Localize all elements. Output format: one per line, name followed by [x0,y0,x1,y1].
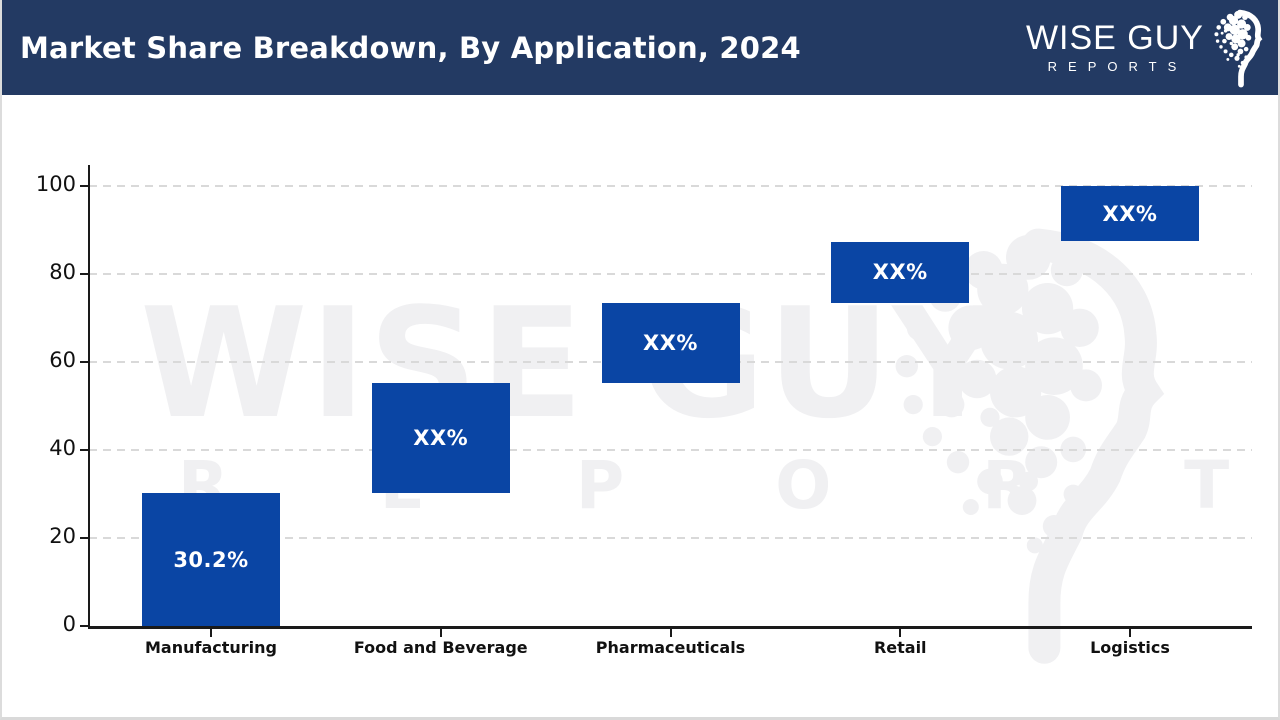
bar-food-and-beverage: XX% [371,382,510,494]
y-axis-line [88,165,90,629]
page-title: Market Share Breakdown, By Application, … [20,30,801,65]
dotted-head-icon [1214,9,1263,87]
y-axis-tick-mark [80,625,88,627]
bar-value-label: XX% [1102,201,1158,226]
x-axis-category-label: Food and Beverage [353,638,528,657]
x-axis-category-label: Manufacturing [145,638,277,657]
logo-text: WISE GUY REPORTS [1026,21,1204,74]
gridline-20 [89,537,1252,539]
bar-retail: XX% [831,241,970,304]
x-axis-tick-mark [669,629,672,637]
y-axis-tick-label: 80 [49,260,76,284]
logo-reports-label: REPORTS [1047,59,1188,74]
watermark-wise-guy: WISE GUY [140,275,1005,452]
header-bar: Market Share Breakdown, By Application, … [0,0,1280,95]
watermark-head-graphic [895,228,1165,664]
y-axis-tick-label: 20 [49,524,76,548]
y-axis-tick-mark [80,449,88,451]
y-axis-tick-label: 0 [62,612,76,636]
x-axis-tick-mark [899,629,902,637]
gridline-80 [89,273,1252,275]
x-axis-tick-mark [439,629,442,637]
y-axis-tick-mark [80,185,88,187]
bar-value-label: XX% [643,331,698,356]
y-axis-tick-label: 60 [49,348,76,372]
y-axis-tick-label: 100 [35,172,76,196]
chart-plot-area: WISE GUY R E P O R T S 02040608010030.2%… [0,95,1280,720]
x-axis-category-label: Retail [873,638,927,657]
logo-wise-guy-label: WISE GUY [1025,19,1204,57]
gridline-100 [89,185,1252,187]
x-axis-category-label: Logistics [1090,638,1170,657]
y-axis-tick-mark [80,361,88,363]
gridline-40 [89,449,1252,451]
x-axis-category-label: Pharmaceuticals [595,638,746,657]
y-axis-tick-mark [80,537,88,539]
x-axis-line [88,626,1252,629]
y-axis-tick-mark [80,273,88,275]
bar-value-label: XX% [872,260,928,285]
bar-value-label: XX% [413,425,469,450]
x-axis-tick-mark [210,629,212,637]
wise-guy-reports-logo: WISE GUY REPORTS [1026,8,1266,88]
y-axis-tick-label: 40 [49,436,76,460]
bar-logistics: XX% [1061,186,1199,241]
bar-value-label: 30.2% [173,547,249,572]
bar-pharmaceuticals: XX% [601,303,740,383]
bar-manufacturing: 30.2% [142,493,280,626]
x-axis-tick-mark [1129,629,1131,637]
